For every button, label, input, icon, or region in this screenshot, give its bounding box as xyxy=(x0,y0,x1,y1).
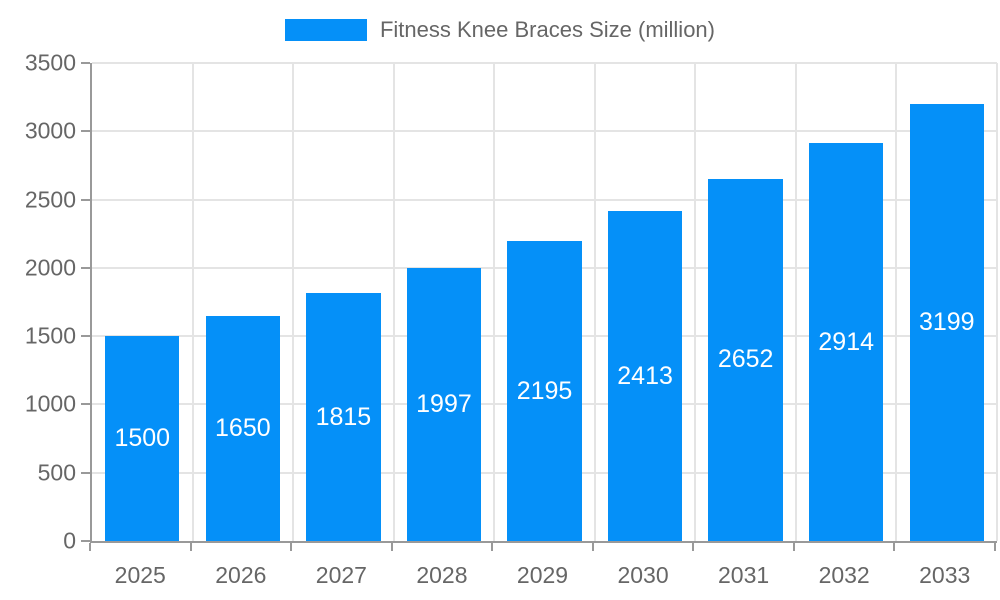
gridline-horizontal xyxy=(92,198,997,201)
y-axis-tick-mark xyxy=(81,471,90,474)
plot-area: 1500 1650 1815 1997 2195 2413 2652 2914 3199 xyxy=(90,62,998,543)
x-axis-tick-label: 2025 xyxy=(114,562,166,588)
x-axis-tick-label: 2029 xyxy=(516,562,569,588)
y-axis-tick-label: 2000 xyxy=(24,254,76,281)
x-axis-tick-mark xyxy=(189,543,192,551)
gridline-vertical xyxy=(292,63,295,541)
y-axis-tick-mark xyxy=(81,335,90,338)
x-axis-tick-mark xyxy=(893,543,896,551)
bar-value-label: 3199 xyxy=(918,308,975,337)
legend-swatch xyxy=(284,19,367,41)
gridline-vertical xyxy=(493,63,496,541)
bar-slot-2029: 2195 xyxy=(494,63,595,541)
y-axis-tick-mark xyxy=(81,403,90,406)
chart-legend: Fitness Knee Braces Size (million) xyxy=(0,19,1000,41)
gridline-vertical xyxy=(392,63,395,541)
bar-slot-2032: 2914 xyxy=(796,63,897,541)
x-axis-tick-mark xyxy=(390,543,393,551)
bar-2027: 1815 xyxy=(306,293,381,541)
y-axis-tick-label: 3500 xyxy=(24,49,76,76)
x-axis-tick-label: 2030 xyxy=(617,562,669,588)
bar-value-label: 1997 xyxy=(416,390,472,419)
bar-slot-2031: 2652 xyxy=(695,63,796,541)
x-axis-tick-label: 2026 xyxy=(215,562,267,588)
x-axis-tick-label: 2028 xyxy=(416,562,468,588)
x-axis-tick-mark xyxy=(89,543,91,551)
x-axis-tick-label: 2027 xyxy=(315,562,367,588)
y-axis-tick-mark xyxy=(81,266,90,269)
bar-slot-2030: 2413 xyxy=(595,63,696,541)
x-axis-tick-mark xyxy=(290,543,293,551)
x-axis-tick-mark xyxy=(491,543,494,551)
bars-container: 1500 1650 1815 1997 2195 2413 2652 2914 3199 xyxy=(92,63,997,541)
gridline-vertical xyxy=(794,63,797,541)
bar-slot-2025: 1500 xyxy=(92,63,193,541)
bar-slot-2027: 1815 xyxy=(293,63,394,541)
gridline-vertical xyxy=(694,63,697,541)
bar-2028: 1997 xyxy=(406,268,482,541)
bar-value-label: 1815 xyxy=(315,402,372,431)
bar-value-label: 2914 xyxy=(818,327,875,356)
gridline-horizontal xyxy=(92,62,997,64)
y-axis-tick-label: 2500 xyxy=(24,186,76,213)
legend-label: Fitness Knee Braces Size (million) xyxy=(379,17,715,42)
y-axis-tick-mark xyxy=(81,198,90,201)
gridline-vertical xyxy=(593,63,596,541)
bar-value-label: 1500 xyxy=(114,424,171,453)
bar-2030: 2413 xyxy=(607,211,683,541)
x-axis-tick-mark xyxy=(994,543,996,551)
y-axis-tick-mark xyxy=(81,540,90,542)
y-axis-tick-label: 1500 xyxy=(24,322,76,349)
x-axis-tick-label: 2031 xyxy=(718,562,770,588)
x-axis-tick-mark xyxy=(792,543,795,551)
bar-value-label: 2195 xyxy=(516,376,573,405)
bar-value-label: 2652 xyxy=(717,345,774,374)
bar-slot-2028: 1997 xyxy=(394,63,495,541)
bar-slot-2026: 1650 xyxy=(193,63,294,541)
bar-2033: 3199 xyxy=(909,104,984,541)
bar-value-label: 1650 xyxy=(215,413,271,442)
y-axis-tick-mark xyxy=(81,130,90,133)
x-axis-tick-label: 2033 xyxy=(919,562,971,588)
y-axis-tick-label: 0 xyxy=(63,527,76,554)
bar-2029: 2195 xyxy=(507,241,582,541)
bar-2025: 1500 xyxy=(105,336,180,541)
gridline-vertical xyxy=(191,63,194,541)
x-axis-tick-mark xyxy=(591,543,594,551)
bar-slot-2033: 3199 xyxy=(897,63,998,541)
y-axis-tick-label: 3000 xyxy=(24,117,76,144)
bar-2031: 2652 xyxy=(708,178,783,541)
gridline-horizontal xyxy=(92,130,997,133)
x-axis-tick-mark xyxy=(692,543,695,551)
bar-value-label: 2413 xyxy=(617,361,673,390)
gridline-vertical xyxy=(996,63,998,541)
y-axis-tick-label: 1000 xyxy=(24,390,76,417)
y-axis-tick-label: 500 xyxy=(37,459,76,486)
y-axis-tick-mark xyxy=(81,62,90,64)
bar-2032: 2914 xyxy=(809,143,884,541)
bar-2026: 1650 xyxy=(205,315,281,541)
x-axis-tick-label: 2032 xyxy=(818,562,870,588)
gridline-vertical xyxy=(895,63,898,541)
